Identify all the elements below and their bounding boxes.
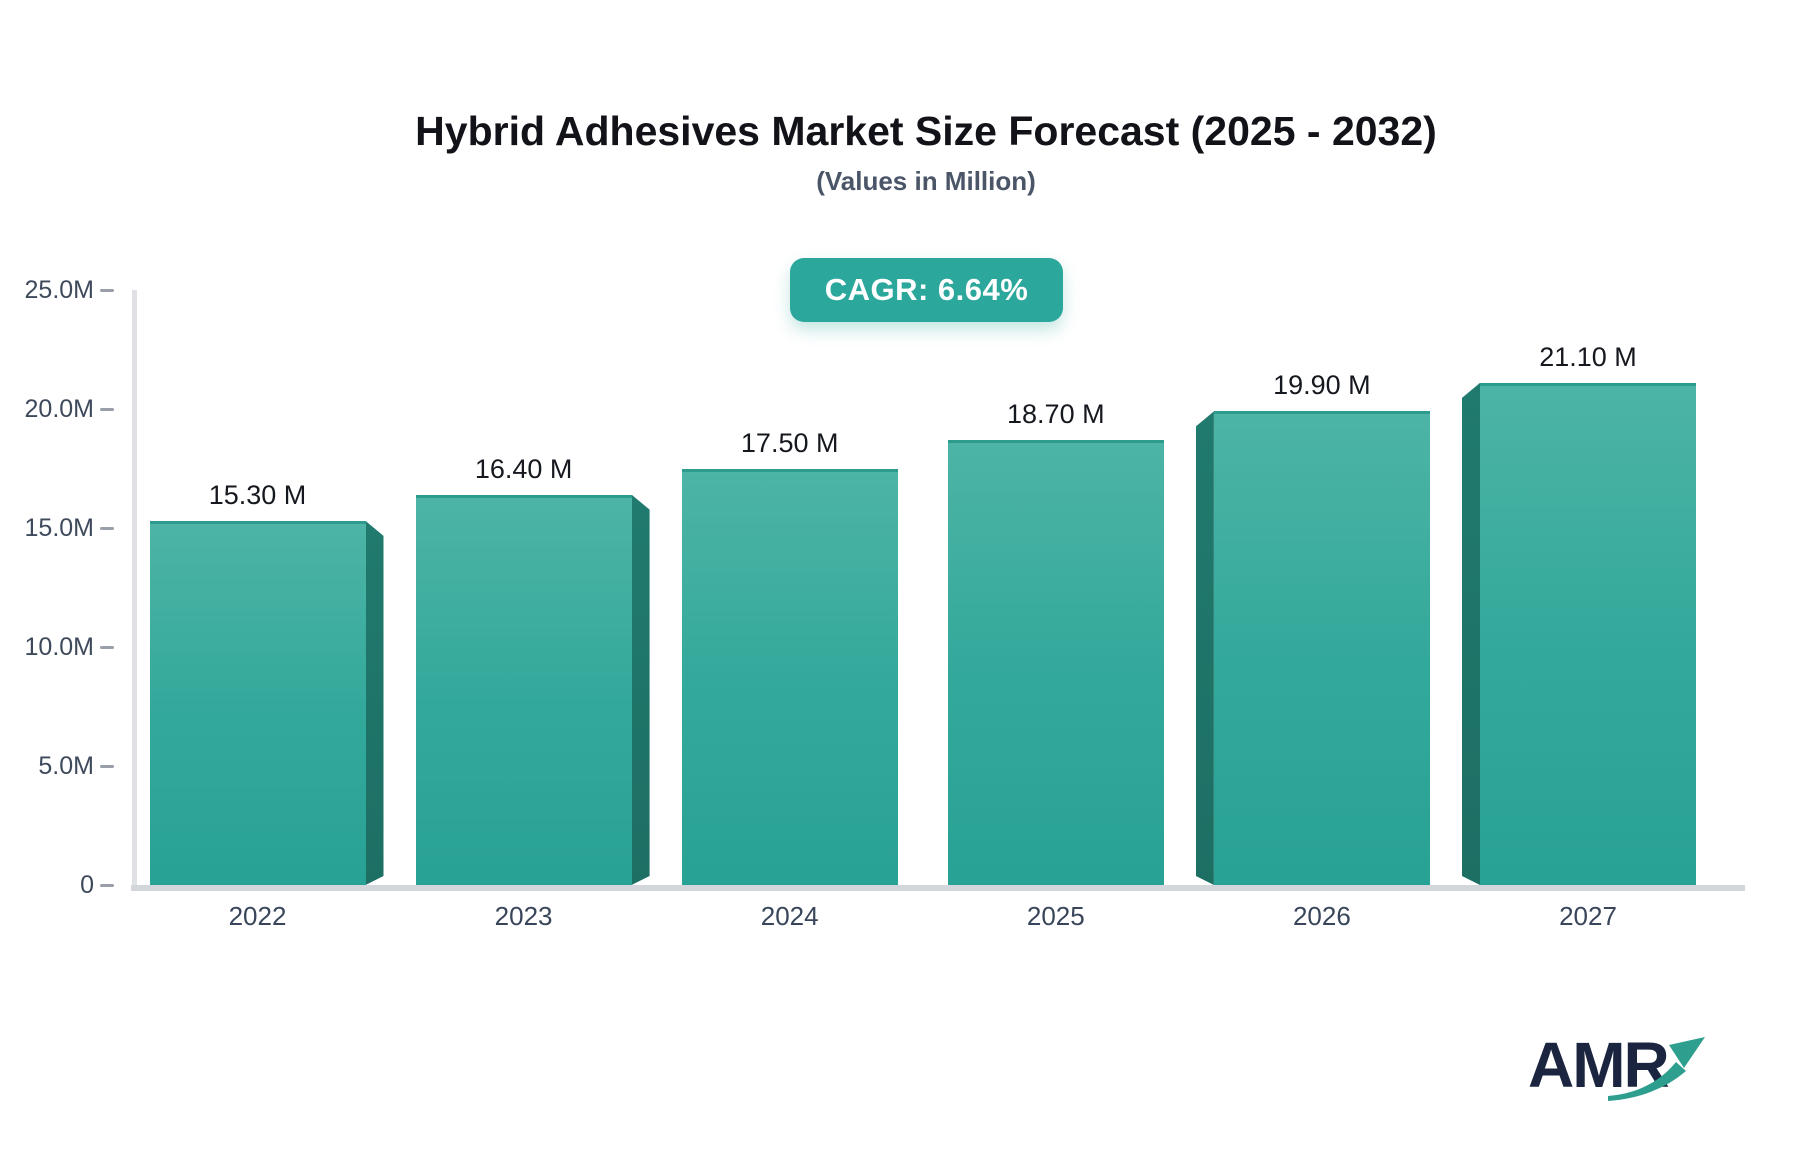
bar-side-face [1462, 383, 1480, 885]
bar-2025 [947, 439, 1164, 885]
y-tick-dash [100, 765, 114, 768]
y-tick-dash [100, 527, 114, 530]
y-tick-label: 5.0M [38, 752, 94, 780]
y-tick-label: 10.0M [24, 633, 94, 661]
y-tick-label: 15.0M [24, 514, 94, 542]
x-tick-label: 2026 [1292, 901, 1351, 931]
bar-2022 [149, 520, 366, 885]
bar-value-label: 17.50 M [740, 427, 839, 458]
bar-value-label: 19.90 M [1273, 370, 1371, 401]
growth-arrow-icon [1608, 1037, 1705, 1101]
bar-value-label: 21.10 M [1539, 341, 1637, 372]
bar-2024 [681, 468, 898, 885]
y-tick-label: 0 [80, 871, 94, 899]
bar-side-face [366, 521, 384, 885]
y-tick-dash [100, 884, 114, 887]
x-tick-label: 2022 [228, 901, 287, 931]
y-tick-dash [100, 646, 114, 649]
y-tick-dash [100, 408, 114, 411]
bar-value-label: 18.70 M [1007, 398, 1105, 429]
y-axis-line [132, 290, 137, 891]
bar-2027 [1480, 382, 1696, 885]
y-tick-label: 20.0M [24, 395, 94, 423]
x-axis-line [131, 885, 1745, 891]
x-tick-label: 2025 [1026, 901, 1085, 931]
bar-value-label: 16.40 M [474, 453, 573, 484]
x-tick-label: 2027 [1559, 901, 1617, 931]
bar-2023 [415, 494, 632, 885]
bar-value-label: 15.30 M [208, 479, 307, 510]
cagr-badge-label: CAGR: 6.64% [824, 272, 1029, 307]
cagr-badge: CAGR: 6.64% [790, 258, 1063, 322]
chart-subtitle: (Values in Million) [816, 166, 1036, 196]
x-tick-label: 2024 [760, 901, 819, 931]
y-tick-label: 25.0M [24, 276, 94, 304]
bar-side-face [1196, 411, 1214, 885]
bar-2026 [1213, 411, 1430, 885]
x-tick-label: 2023 [494, 901, 553, 931]
bar-side-face [632, 495, 650, 885]
chart-title: Hybrid Adhesives Market Size Forecast (2… [415, 108, 1437, 154]
y-tick-dash [100, 289, 114, 292]
